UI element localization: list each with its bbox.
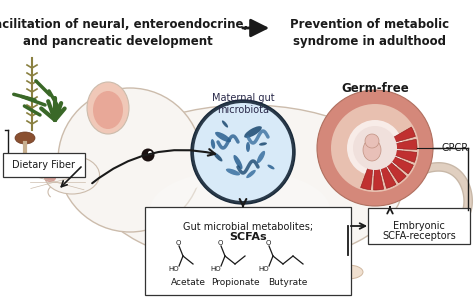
- Ellipse shape: [363, 139, 381, 161]
- Text: Germ-free: Germ-free: [341, 82, 409, 95]
- Wedge shape: [375, 148, 413, 174]
- Ellipse shape: [246, 170, 256, 178]
- Text: Prevention of metabolic
syndrome in adulthood: Prevention of metabolic syndrome in adul…: [291, 18, 449, 47]
- Text: O: O: [217, 240, 223, 246]
- Ellipse shape: [215, 132, 231, 142]
- FancyBboxPatch shape: [145, 207, 351, 295]
- Ellipse shape: [148, 143, 208, 193]
- Text: SCFA-receptors: SCFA-receptors: [382, 231, 456, 241]
- Ellipse shape: [246, 142, 250, 152]
- Wedge shape: [375, 148, 396, 188]
- Ellipse shape: [15, 132, 35, 144]
- Ellipse shape: [44, 174, 56, 182]
- Text: SCFAs: SCFAs: [229, 232, 267, 242]
- Ellipse shape: [333, 265, 363, 279]
- Ellipse shape: [234, 155, 243, 169]
- Wedge shape: [375, 148, 417, 162]
- Text: Dietary Fiber: Dietary Fiber: [12, 160, 75, 170]
- FancyBboxPatch shape: [368, 208, 470, 244]
- Text: Butyrate: Butyrate: [268, 278, 308, 287]
- Ellipse shape: [213, 153, 222, 162]
- Text: O: O: [265, 240, 271, 246]
- Circle shape: [365, 134, 379, 148]
- Ellipse shape: [151, 255, 179, 269]
- Text: HO: HO: [259, 266, 269, 272]
- Ellipse shape: [93, 91, 123, 129]
- Ellipse shape: [45, 156, 100, 194]
- Circle shape: [148, 151, 152, 155]
- Circle shape: [331, 104, 419, 192]
- FancyBboxPatch shape: [3, 153, 85, 177]
- Circle shape: [194, 103, 292, 201]
- Ellipse shape: [87, 82, 129, 134]
- Ellipse shape: [291, 260, 325, 276]
- Ellipse shape: [93, 105, 403, 265]
- Wedge shape: [375, 139, 417, 149]
- Ellipse shape: [222, 120, 228, 127]
- Ellipse shape: [259, 142, 267, 146]
- Ellipse shape: [267, 165, 274, 169]
- Circle shape: [142, 149, 155, 162]
- Circle shape: [191, 100, 295, 204]
- Ellipse shape: [257, 151, 265, 163]
- Wedge shape: [361, 148, 375, 190]
- Text: O: O: [175, 240, 181, 246]
- Ellipse shape: [226, 169, 240, 175]
- Text: Embryonic: Embryonic: [393, 221, 445, 231]
- Text: Facilitation of neural, enteroendocrine,
and pancreatic development: Facilitation of neural, enteroendocrine,…: [0, 18, 248, 47]
- Wedge shape: [375, 127, 415, 148]
- Text: HO: HO: [210, 266, 221, 272]
- Text: Propionate: Propionate: [210, 278, 259, 287]
- Text: GPCR: GPCR: [442, 143, 469, 153]
- Ellipse shape: [196, 262, 220, 274]
- Ellipse shape: [211, 139, 215, 149]
- Text: Gut microbial metabolites;: Gut microbial metabolites;: [183, 222, 313, 232]
- Text: Acetate: Acetate: [171, 278, 206, 287]
- Circle shape: [317, 90, 433, 206]
- Text: Maternal gut
microbiota: Maternal gut microbiota: [212, 93, 274, 115]
- Wedge shape: [374, 148, 384, 190]
- Ellipse shape: [150, 170, 330, 250]
- Ellipse shape: [244, 126, 262, 138]
- Circle shape: [353, 126, 397, 170]
- Wedge shape: [375, 148, 406, 183]
- Circle shape: [347, 120, 403, 176]
- Text: HO: HO: [169, 266, 179, 272]
- Circle shape: [58, 88, 202, 232]
